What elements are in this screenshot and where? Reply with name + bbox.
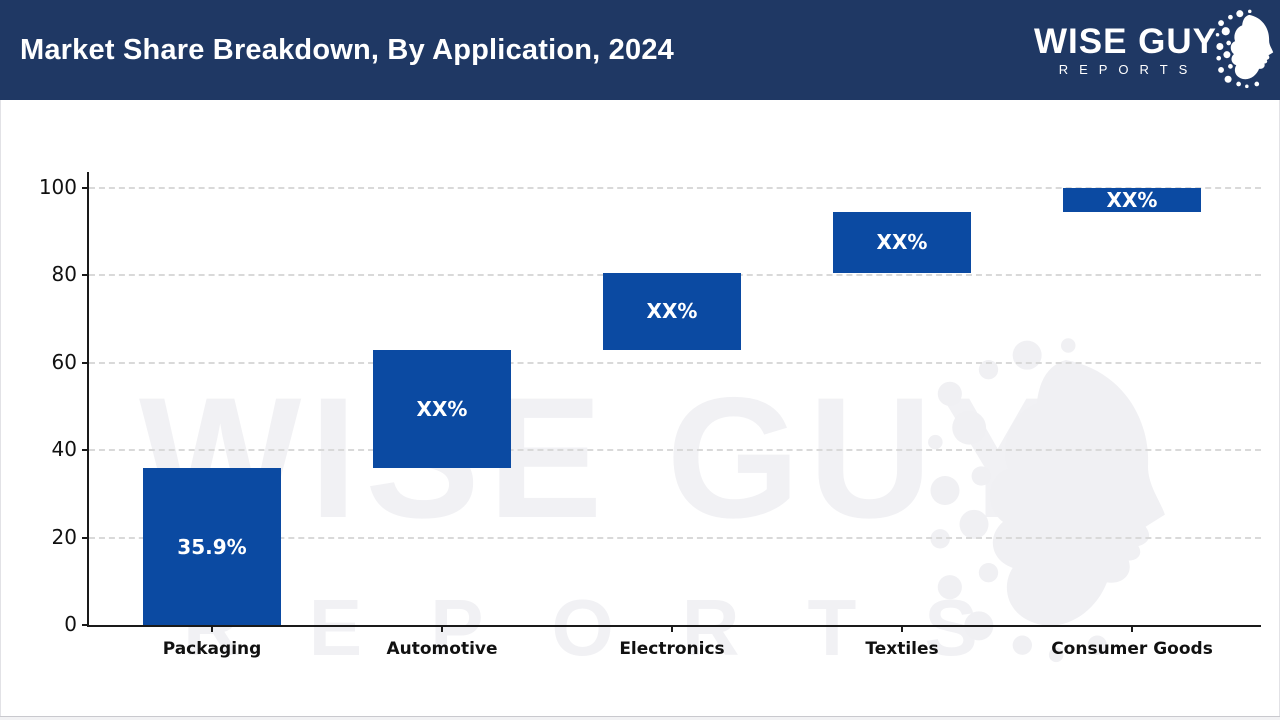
x-axis-tick-mark bbox=[211, 625, 213, 632]
waterfall-bar-electronics bbox=[603, 272, 741, 351]
waterfall-bar-consumer-goods bbox=[1063, 188, 1201, 213]
y-axis-tick-label: 100 bbox=[38, 175, 77, 199]
waterfall-bar-packaging bbox=[143, 468, 281, 625]
y-axis-tick-label: 40 bbox=[51, 437, 77, 462]
waterfall-bar-automotive bbox=[373, 350, 511, 469]
logo-wordmark: WISE GUY bbox=[1034, 21, 1218, 61]
wiseguy-logo: WISE GUY REPORTS bbox=[1034, 8, 1274, 92]
y-axis-tick-mark bbox=[82, 536, 89, 539]
gridline bbox=[89, 361, 1261, 364]
x-axis-tick-mark bbox=[901, 625, 903, 632]
y-axis-tick-mark bbox=[82, 624, 89, 626]
logo-subtitle: REPORTS bbox=[1058, 61, 1199, 77]
x-axis-category-label: Electronics bbox=[619, 639, 725, 659]
x-axis-tick-mark bbox=[441, 625, 443, 632]
y-axis-tick-label: 80 bbox=[51, 262, 77, 287]
y-axis-tick-mark bbox=[82, 187, 89, 189]
y-axis-tick-label: 60 bbox=[51, 349, 77, 374]
bar-value-label: XX% bbox=[876, 230, 928, 255]
gridline bbox=[89, 187, 1261, 189]
x-axis-spine bbox=[87, 625, 1261, 627]
header-bar: Market Share Breakdown, By Application, … bbox=[0, 0, 1280, 100]
x-axis-tick-mark bbox=[671, 625, 673, 632]
logo-text: WISE GUY REPORTS bbox=[1034, 21, 1218, 77]
footer-strip bbox=[0, 717, 1280, 720]
y-axis-spine bbox=[87, 172, 89, 627]
dotted-face-icon bbox=[1215, 9, 1274, 89]
page-title: Market Share Breakdown, By Application, … bbox=[20, 33, 674, 66]
bar-value-label: XX% bbox=[416, 397, 468, 422]
footer-divider bbox=[0, 716, 1280, 717]
bar-value-label: 35.9% bbox=[177, 534, 247, 559]
bar-value-label: XX% bbox=[646, 299, 698, 324]
gridline bbox=[89, 536, 1261, 539]
x-axis-category-label: Textiles bbox=[865, 639, 939, 659]
chart-area: WISE GUY REPORTS 0 20 40 60 80 100 35.9% Packag… bbox=[0, 100, 1280, 720]
bar-value-label: XX% bbox=[1106, 188, 1158, 213]
x-axis-category-label: Automotive bbox=[386, 639, 498, 659]
y-axis-tick-label: 20 bbox=[51, 524, 77, 549]
y-axis-tick-mark bbox=[82, 449, 89, 452]
gridline bbox=[89, 449, 1261, 452]
waterfall-bar-textiles bbox=[833, 212, 971, 273]
y-axis-tick-label: 0 bbox=[64, 612, 77, 636]
y-axis-tick-mark bbox=[82, 361, 89, 364]
x-axis-tick-mark bbox=[1131, 625, 1133, 632]
x-axis-category-label: Packaging bbox=[162, 639, 262, 659]
x-axis-category-label: Consumer Goods bbox=[1051, 639, 1213, 659]
y-axis-tick-mark bbox=[82, 274, 89, 277]
